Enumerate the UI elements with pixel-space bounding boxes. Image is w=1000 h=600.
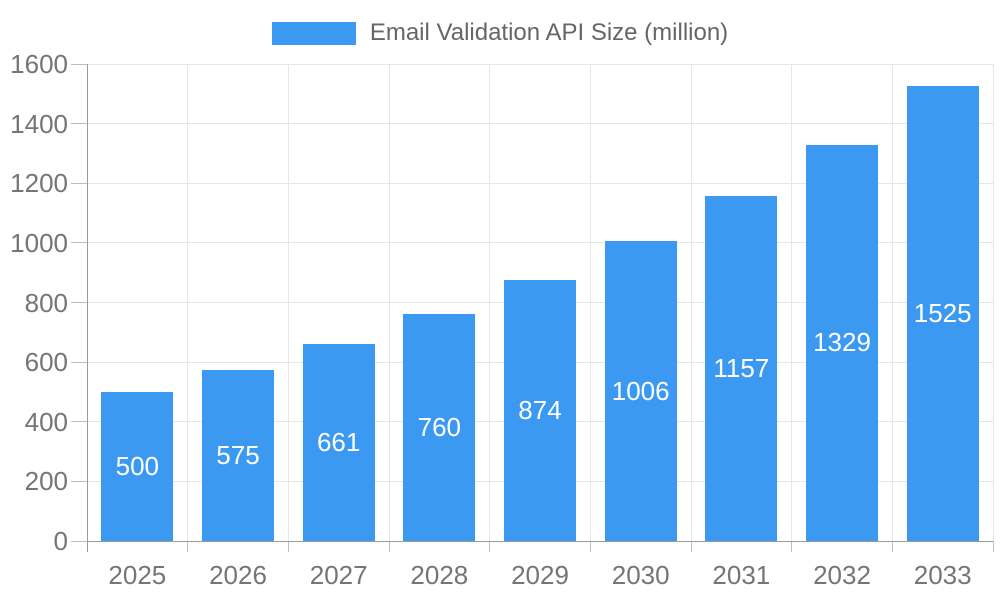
- x-axis-tick: [388, 541, 390, 552]
- y-axis-tick-label: 1200: [10, 168, 68, 199]
- y-axis-tick: [71, 480, 87, 482]
- bar[interactable]: 1329: [806, 144, 878, 541]
- bar-value-label: 575: [216, 439, 260, 470]
- x-axis-tick: [992, 541, 994, 552]
- y-axis-tick: [71, 302, 87, 303]
- bar[interactable]: 1157: [705, 196, 778, 541]
- x-axis-tick: [187, 541, 189, 552]
- bar[interactable]: 1006: [604, 241, 677, 541]
- h-gridline: [87, 123, 993, 125]
- y-axis-tick: [71, 123, 87, 125]
- v-gridline: [187, 64, 189, 541]
- legend-swatch: [271, 21, 356, 45]
- bar[interactable]: 874: [504, 280, 576, 541]
- h-gridline: [87, 242, 993, 244]
- v-gridline: [791, 64, 793, 541]
- x-axis-tick-label: 2031: [712, 560, 771, 590]
- x-axis-tick-label: 2026: [209, 560, 267, 590]
- x-axis-tick: [891, 541, 893, 552]
- y-axis-tick: [71, 540, 87, 542]
- bar-value-label: 1525: [913, 298, 972, 329]
- x-axis-tick: [690, 541, 692, 552]
- bar[interactable]: 575: [202, 369, 274, 541]
- chart-legend[interactable]: Email Validation API Size (million): [0, 19, 1000, 46]
- x-axis-tick-label: 2025: [108, 560, 167, 590]
- v-gridline: [489, 64, 491, 541]
- bar-value-label: 1329: [813, 327, 871, 358]
- y-axis-tick: [71, 361, 87, 363]
- x-axis-line: [87, 540, 993, 542]
- x-axis-tick-label: 2027: [309, 560, 368, 590]
- bar-value-label: 1157: [713, 353, 770, 384]
- x-axis-tick-label: 2028: [410, 560, 469, 590]
- x-axis-tick: [489, 541, 491, 552]
- x-axis-tick-label: 2029: [511, 560, 569, 590]
- y-axis-tick-label: 800: [24, 287, 68, 318]
- x-axis-tick: [791, 541, 793, 552]
- y-axis-tick: [71, 421, 87, 423]
- v-gridline: [287, 64, 289, 541]
- y-axis-tick-label: 1000: [10, 227, 68, 258]
- x-axis-tick: [589, 541, 591, 552]
- bar-value-label: 1006: [611, 375, 670, 406]
- y-axis-tick-label: 600: [24, 347, 68, 378]
- v-gridline: [388, 64, 390, 541]
- y-axis-tick-label: 1400: [10, 108, 68, 139]
- bar-value-label: 500: [115, 450, 160, 481]
- v-gridline: [891, 64, 893, 541]
- h-gridline: [87, 182, 993, 184]
- y-axis-tick: [71, 63, 87, 65]
- x-axis-tick-label: 2030: [611, 560, 670, 590]
- x-axis-tick-label: 2032: [813, 560, 871, 590]
- bar-value-label: 874: [518, 395, 562, 426]
- x-axis-tick: [287, 541, 289, 552]
- y-axis-tick-label: 200: [24, 466, 68, 497]
- legend-label: Email Validation API Size (million): [369, 19, 729, 46]
- bar[interactable]: 1525: [906, 86, 979, 541]
- y-axis-tick-label: 1600: [10, 49, 68, 79]
- bar-value-label: 760: [417, 412, 462, 443]
- y-axis-tick: [71, 182, 87, 184]
- y-axis-tick: [71, 242, 87, 244]
- v-gridline: [690, 64, 692, 541]
- h-gridline: [87, 63, 993, 65]
- bar[interactable]: 500: [101, 391, 174, 541]
- y-axis-line: [86, 64, 88, 552]
- x-axis-tick-label: 2033: [913, 560, 972, 590]
- bar[interactable]: 760: [403, 314, 476, 541]
- v-gridline: [992, 64, 994, 541]
- bar-value-label: 661: [316, 426, 361, 457]
- y-axis-tick-label: 400: [24, 406, 68, 437]
- y-axis-tick-label: 0: [53, 526, 68, 556]
- v-gridline: [589, 64, 591, 541]
- bar[interactable]: 661: [302, 343, 375, 541]
